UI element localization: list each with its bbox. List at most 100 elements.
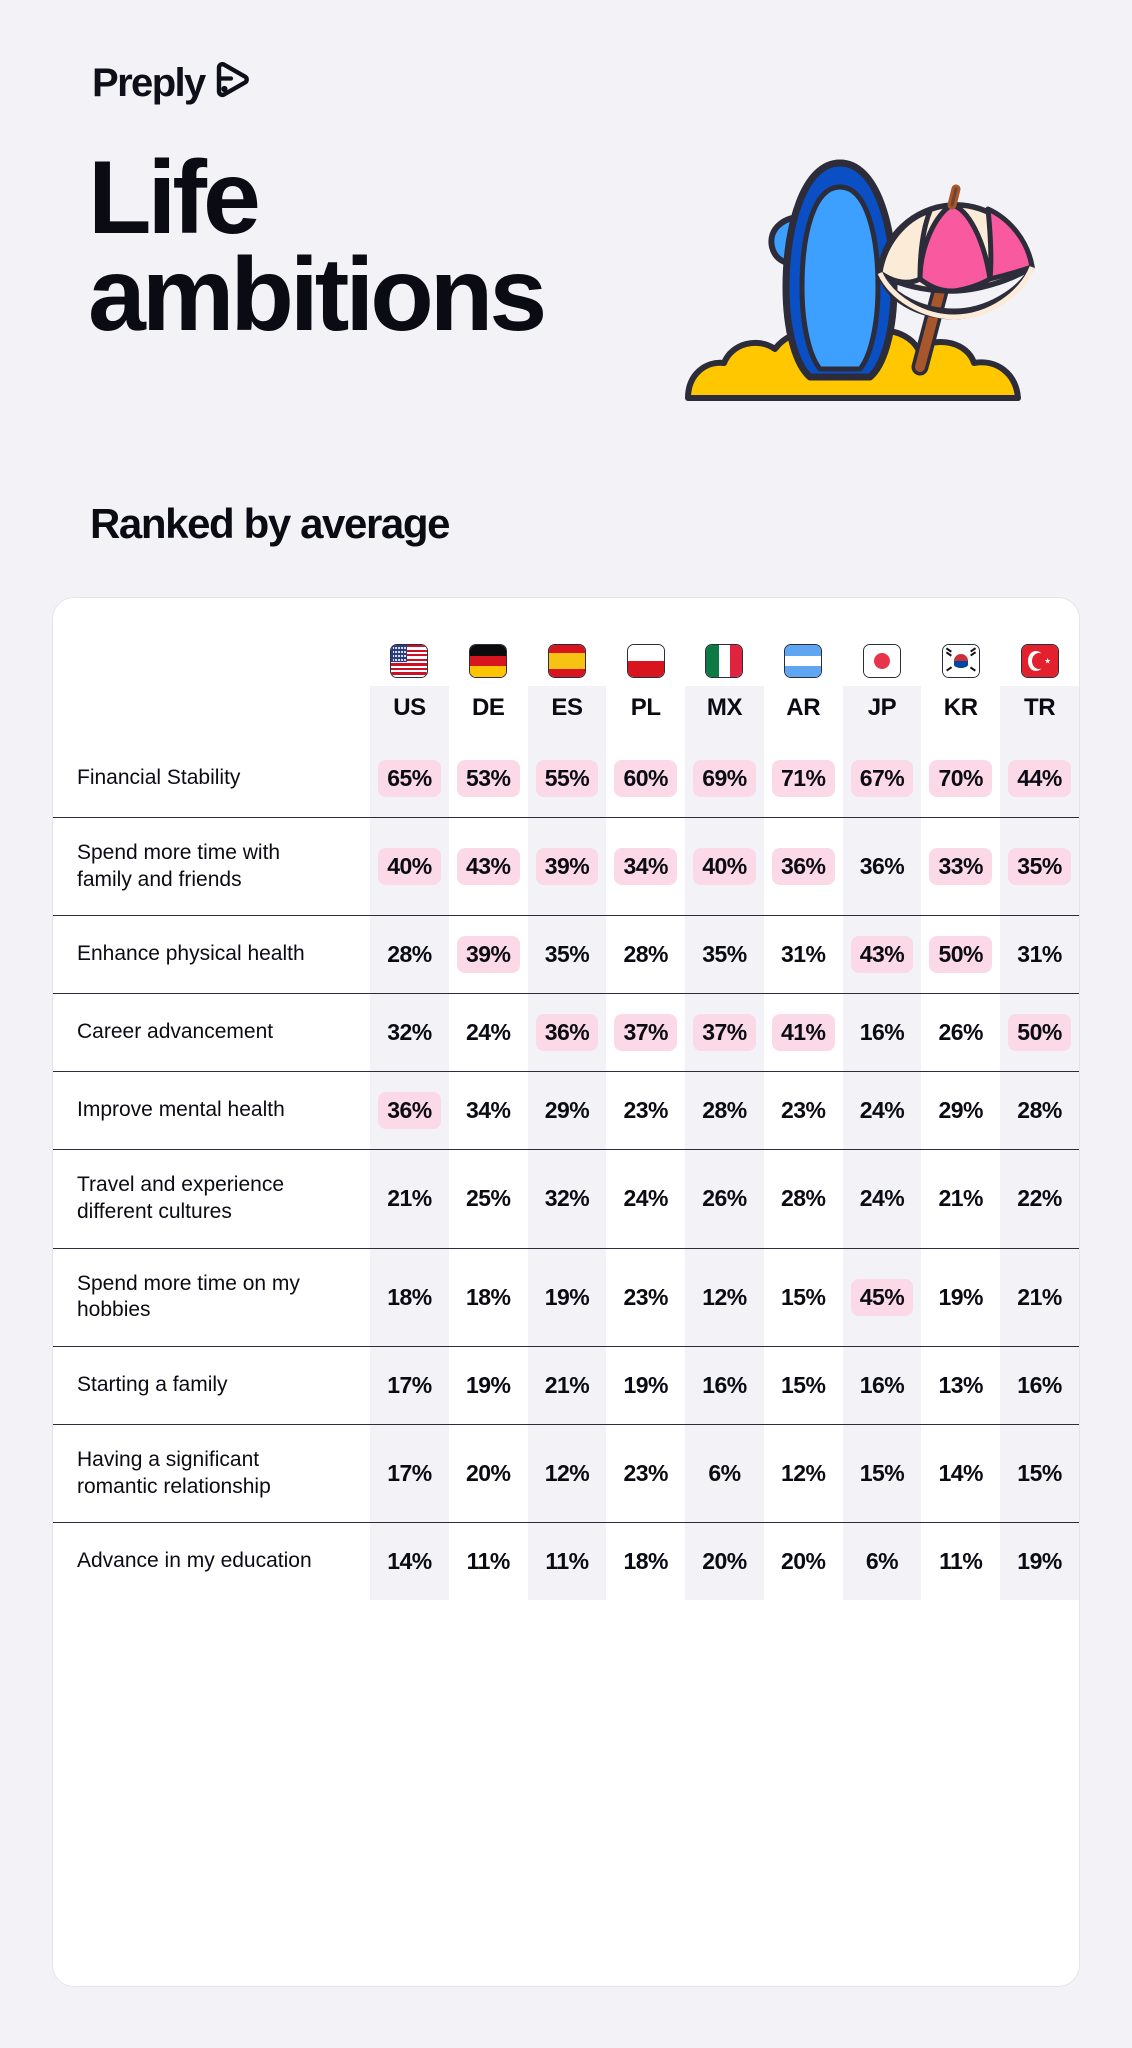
value: 23%: [623, 1460, 668, 1487]
data-cell: 15%: [842, 1423, 922, 1523]
value-highlighted: 69%: [693, 760, 756, 797]
value: 18%: [465, 1283, 511, 1310]
data-cell: 23%: [606, 1423, 686, 1523]
data-cell: 43%: [448, 816, 528, 916]
value: 14%: [938, 1460, 983, 1487]
data-cell: 21%: [1000, 1247, 1079, 1347]
data-cell: 21%: [370, 1149, 449, 1249]
value: 28%: [387, 941, 432, 968]
flag-pl-icon: [626, 644, 665, 678]
value-highlighted: 37%: [693, 1014, 756, 1052]
data-cell: 36%: [842, 816, 922, 916]
flag-header-row: [53, 618, 1079, 686]
table-row: Having a significant romantic relationsh…: [53, 1423, 1079, 1523]
data-cell: 24%: [606, 1149, 686, 1249]
data-cell: 15%: [1000, 1423, 1079, 1523]
data-cell: 28%: [685, 1071, 764, 1150]
value: 31%: [780, 941, 826, 968]
row-spacer: [343, 1522, 371, 1601]
data-cell: 15%: [763, 1345, 843, 1425]
flag-header-kr: [921, 618, 1000, 686]
beach-surfboard-umbrella-illustration: [680, 155, 1060, 405]
data-cell: 31%: [763, 915, 843, 994]
table-row: Travel and experience different cultures…: [53, 1149, 1079, 1249]
data-cell: 29%: [527, 1071, 607, 1150]
value: 32%: [544, 1185, 590, 1212]
value: 29%: [544, 1097, 590, 1124]
value: 14%: [387, 1548, 432, 1575]
table-row: Advance in my education 14% 11% 11% 18% 20% 20…: [53, 1522, 1079, 1601]
data-cell: 22%: [1000, 1149, 1079, 1249]
value: 11%: [466, 1548, 511, 1575]
data-cell: 45%: [842, 1247, 922, 1347]
value-highlighted: 43%: [456, 848, 520, 886]
value: 15%: [1017, 1460, 1062, 1487]
row-label: Career advancement: [53, 993, 344, 1072]
row-spacer: [343, 1247, 371, 1347]
data-table-card: US DE ES PL MX AR JP KR TR Financial Stability 65…: [52, 597, 1080, 1987]
row-spacer: [343, 993, 371, 1072]
flag-header-mx: [685, 618, 764, 686]
value: 16%: [702, 1371, 747, 1398]
value: 35%: [544, 941, 590, 968]
row-label: Financial Stability: [77, 766, 241, 790]
data-cell: 28%: [763, 1149, 843, 1249]
row-label: Improve mental health: [53, 1071, 344, 1150]
value-highlighted: 36%: [535, 1014, 599, 1052]
value-highlighted: 36%: [771, 848, 835, 886]
table-row: Spend more time with family and friends 4…: [53, 816, 1079, 916]
value: 23%: [780, 1097, 826, 1124]
table-row: Enhance physical health 28% 39% 35% 28% 35% 31…: [53, 915, 1079, 994]
data-cell: 53%: [449, 740, 528, 818]
value-highlighted: 50%: [929, 936, 992, 974]
data-cell: 36%: [763, 816, 843, 916]
data-cell: 16%: [685, 1345, 764, 1425]
value-highlighted: 71%: [771, 760, 835, 797]
value: 24%: [623, 1185, 668, 1212]
flag-header-jp: [843, 618, 922, 686]
data-cell: 19%: [1000, 1522, 1079, 1601]
data-cell: 26%: [921, 993, 1001, 1072]
value: 21%: [387, 1185, 432, 1212]
flag-es-icon: [547, 644, 586, 678]
value-highlighted: 34%: [614, 848, 677, 886]
row-label: Spend more time with family and friends: [53, 816, 344, 916]
value: 6%: [865, 1548, 899, 1575]
value-highlighted: 37%: [614, 1014, 677, 1052]
value: 28%: [702, 1097, 747, 1124]
data-cell: 21%: [527, 1345, 607, 1425]
value: 26%: [702, 1185, 747, 1212]
data-cell: 29%: [921, 1071, 1001, 1150]
data-cell: 65%: [370, 740, 449, 818]
data-cell: 44%: [1000, 740, 1079, 818]
data-cell: 19%: [921, 1247, 1001, 1347]
value: 24%: [465, 1019, 511, 1046]
row-spacer: [343, 915, 371, 994]
value-highlighted: 39%: [535, 848, 599, 886]
data-cell: 25%: [448, 1149, 528, 1249]
value: 12%: [702, 1283, 747, 1310]
data-cell: 60%: [606, 740, 685, 818]
header-empty-cell: [53, 618, 343, 686]
data-cell: 24%: [842, 1149, 922, 1249]
value: 28%: [780, 1185, 826, 1212]
value: 23%: [623, 1097, 668, 1124]
data-cell: 55%: [527, 740, 607, 818]
row-label: Starting a family: [53, 1345, 344, 1425]
data-cell: 67%: [842, 740, 922, 818]
flag-de-icon: [469, 644, 508, 678]
value-highlighted: 35%: [1008, 848, 1071, 886]
data-cell: 11%: [448, 1522, 528, 1601]
data-cell: 16%: [1000, 1345, 1079, 1425]
value: 19%: [938, 1283, 983, 1310]
life-ambitions-table: US DE ES PL MX AR JP KR TR Financial Stability 65…: [53, 618, 1079, 1601]
flag-us-icon: [390, 644, 429, 678]
data-cell: 37%: [606, 993, 686, 1072]
value-highlighted: 45%: [850, 1278, 914, 1316]
table-row: Spend more time on my hobbies 18% 18% 19% 23…: [53, 1247, 1079, 1347]
page-title-line-2: ambitions: [88, 236, 547, 353]
value: 6%: [708, 1460, 741, 1487]
country-code-tr: TR: [1000, 686, 1079, 740]
value: 16%: [859, 1019, 905, 1046]
value-highlighted: 55%: [535, 760, 599, 797]
